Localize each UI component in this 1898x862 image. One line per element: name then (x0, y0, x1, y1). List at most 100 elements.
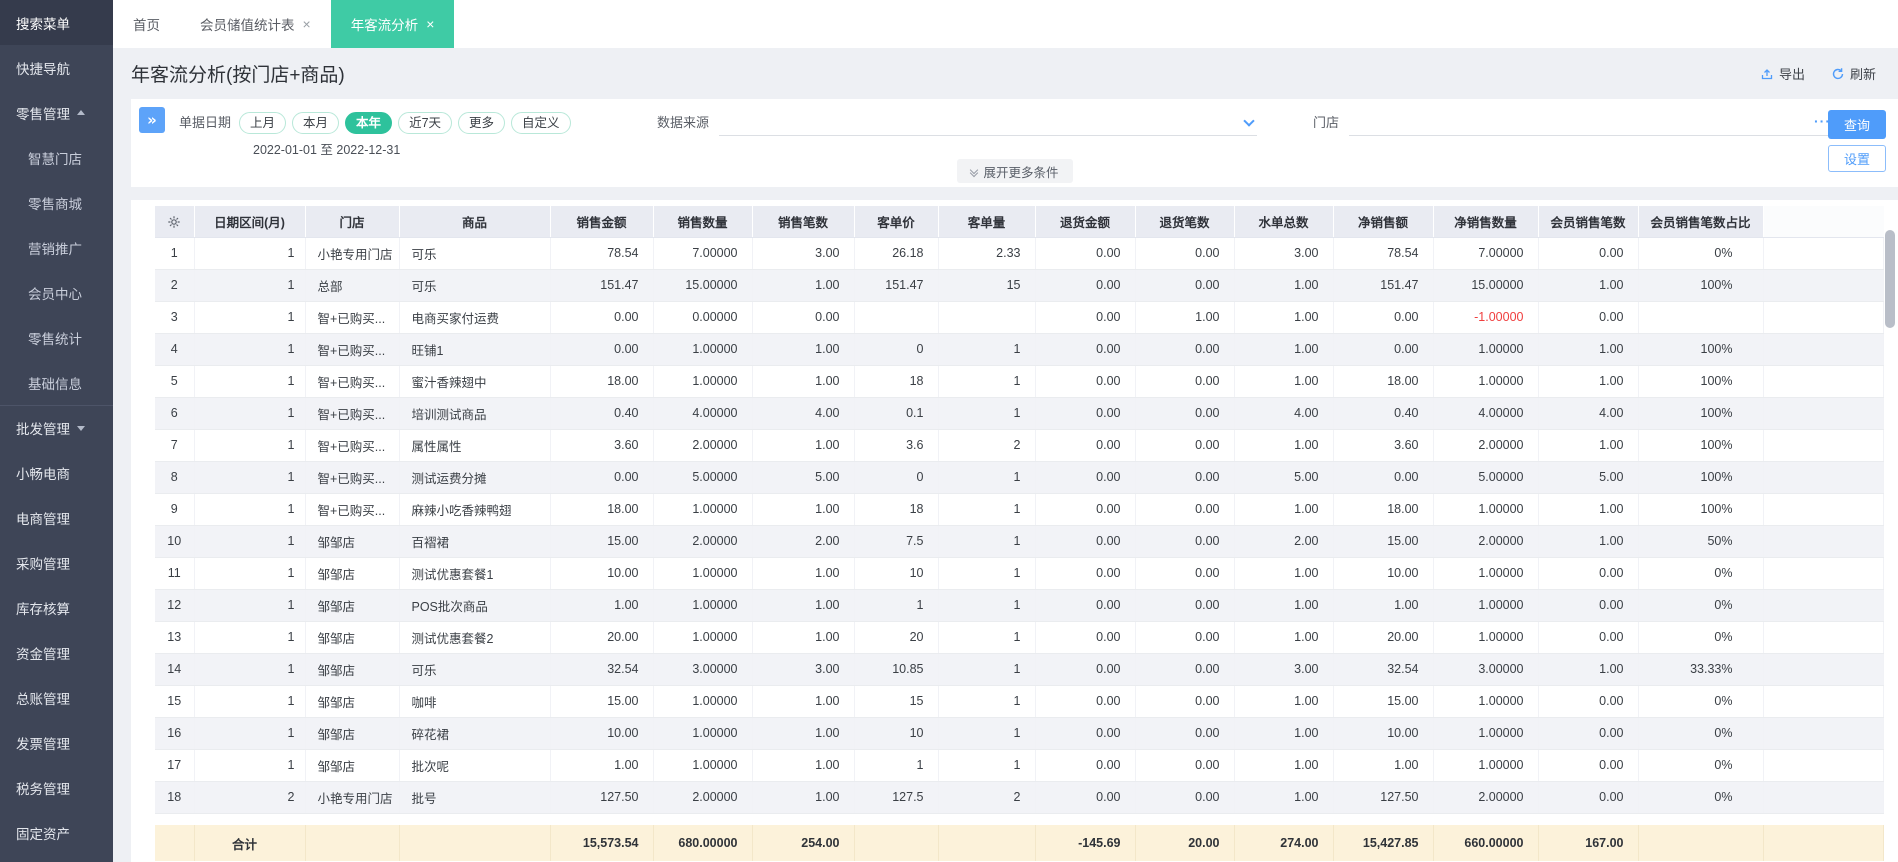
table-cell: 1 (194, 269, 306, 302)
sidebar-item[interactable]: 零售统计 (0, 315, 113, 360)
table-row[interactable]: 1 1 小艳专用门店 可乐 78.54 7.00000 3.00 26.18 2.33 0.00 0… (155, 237, 1884, 270)
date-pill[interactable]: 更多 (458, 112, 506, 134)
column-header[interactable]: 日期区间(月) (194, 206, 306, 238)
table-cell: 智+已购买... (305, 429, 400, 462)
table-cell: 1.00 (1234, 333, 1334, 366)
table-cell: 0.00 (1135, 717, 1235, 750)
export-button[interactable]: 导出 (1760, 64, 1805, 83)
sidebar-item[interactable]: 固定资产 (0, 810, 113, 855)
sidebar-item[interactable]: 采购管理 (0, 540, 113, 585)
column-header[interactable]: 商品 (399, 206, 551, 238)
table-cell: 0% (1638, 749, 1764, 782)
table-row[interactable]: 9 1 智+已购买... 麻辣小吃香辣鸭翅 18.00 1.00000 1.00 18 1 0.0… (155, 493, 1884, 526)
table-row[interactable]: 6 1 智+已购买... 培训测试商品 0.40 4.00000 4.00 0.1 1 0.00 0… (155, 397, 1884, 430)
column-header[interactable]: 客单量 (938, 206, 1036, 238)
date-pill[interactable]: 自定义 (511, 112, 571, 134)
table-row[interactable]: 13 1 邹邹店 测试优惠套餐2 20.00 1.00000 1.00 20 1 0.00 0.00… (155, 621, 1884, 654)
table-row[interactable]: 4 1 智+已购买... 旺铺1 0.00 1.00000 1.00 0 1 0.00 0.00 1.… (155, 333, 1884, 366)
tab[interactable]: 年客流分析 × (330, 0, 455, 48)
sidebar-item[interactable]: 零售商城 (0, 180, 113, 225)
table-row[interactable]: 10 1 邹邹店 百褶裙 15.00 2.00000 2.00 7.5 1 0.00 0.00 2.0… (155, 525, 1884, 558)
table-cell: 1 (938, 461, 1036, 494)
column-header[interactable]: 水单总数 (1234, 206, 1334, 238)
table-row[interactable]: 7 1 智+已购买... 属性属性 3.60 2.00000 1.00 3.6 2 0.00 0.0… (155, 429, 1884, 462)
table-cell: 1 (938, 557, 1036, 590)
table-row[interactable]: 11 1 邹邹店 测试优惠套餐1 10.00 1.00000 1.00 10 1 0.00 0.00… (155, 557, 1884, 590)
date-pill[interactable]: 本年 (345, 112, 393, 134)
sidebar-item[interactable]: 发票管理 (0, 720, 113, 765)
column-header[interactable]: 净销售额 (1333, 206, 1434, 238)
column-header[interactable]: 退货笔数 (1135, 206, 1235, 238)
sidebar-item[interactable]: 会员中心 (0, 270, 113, 315)
table-row[interactable]: 17 1 邹邹店 批次呢 1.00 1.00000 1.00 1 1 0.00 0.00 1.00 1.… (155, 749, 1884, 782)
column-header[interactable]: 客单价 (854, 206, 939, 238)
vertical-scrollbar-thumb[interactable] (1885, 230, 1895, 328)
tab[interactable]: 首页 (113, 0, 180, 48)
sidebar-item[interactable]: 税务管理 (0, 765, 113, 810)
table-row[interactable]: 14 1 邹邹店 可乐 32.54 3.00000 3.00 10.85 1 0.00 0.00 3.… (155, 653, 1884, 686)
column-settings-header[interactable] (155, 206, 195, 238)
table-row[interactable]: 8 1 智+已购买... 测试运费分摊 0.00 5.00000 5.00 0 1 0.00 0.0… (155, 461, 1884, 494)
table-cell: 0 (854, 333, 939, 366)
close-icon[interactable]: × (302, 16, 311, 32)
collapse-panel-button[interactable]: » (139, 107, 165, 133)
table-cell: 0.00 (1135, 525, 1235, 558)
sidebar-item-label: 固定资产 (16, 826, 70, 842)
table-row[interactable]: 15 1 邹邹店 咖啡 15.00 1.00000 1.00 15 1 0.00 0.00 1.00 1… (155, 685, 1884, 718)
table-cell: 3.00000 (653, 653, 753, 686)
column-header[interactable]: 销售数量 (653, 206, 753, 238)
sidebar-item[interactable]: 批发管理 (0, 405, 113, 450)
date-pill[interactable]: 近7天 (398, 112, 453, 134)
expand-more-button[interactable]: 展开更多条件 (956, 159, 1073, 183)
table-row[interactable]: 16 1 邹邹店 碎花裙 10.00 1.00000 1.00 10 1 0.00 0.00 1.00… (155, 717, 1884, 750)
settings-button[interactable]: 设置 (1828, 145, 1886, 172)
sidebar-item[interactable]: 小畅电商 (0, 450, 113, 495)
tab[interactable]: 会员储值统计表 × (180, 0, 331, 48)
column-header[interactable]: 销售笔数 (752, 206, 855, 238)
sidebar-item[interactable]: 搜索菜单 (0, 0, 113, 45)
sidebar-item[interactable]: 工资 (0, 855, 113, 862)
column-header[interactable]: 会员销售笔数 (1538, 206, 1639, 238)
sidebar-item[interactable]: 电商管理 (0, 495, 113, 540)
data-source-filter: 数据来源 (657, 112, 1257, 136)
sidebar-item[interactable]: 库存核算 (0, 585, 113, 630)
column-header[interactable]: 退货金额 (1035, 206, 1136, 238)
date-pill[interactable]: 本月 (292, 112, 340, 134)
table-cell: 151.47 (854, 269, 939, 302)
filler-cell (1763, 749, 1884, 782)
table-row[interactable]: 3 1 智+已购买... 电商买家付运费 0.00 0.00000 0.00 0.00 1.00… (155, 301, 1884, 334)
table-cell: 18.00 (1333, 493, 1434, 526)
tab-label: 年客流分析 (350, 18, 419, 33)
date-pill[interactable]: 上月 (239, 112, 287, 134)
sidebar-item[interactable]: 快捷导航 (0, 45, 113, 90)
data-source-input[interactable] (719, 112, 1257, 136)
table-row[interactable]: 18 2 小艳专用门店 批号 127.50 2.00000 1.00 127.5 2 0.00 0.… (155, 781, 1884, 814)
sidebar-item[interactable]: 总账管理 (0, 675, 113, 720)
sidebar-item[interactable]: 智慧门店 (0, 135, 113, 180)
table-row[interactable]: 12 1 邹邹店 POS批次商品 1.00 1.00000 1.00 1 1 0.00 0.00 1.… (155, 589, 1884, 622)
sidebar-item[interactable]: 营销推广 (0, 225, 113, 270)
ellipsis-picker-icon[interactable]: ··· (1814, 113, 1831, 129)
table-row[interactable]: 2 1 总部 可乐 151.47 15.00000 1.00 151.47 15 0.00 0.00… (155, 269, 1884, 302)
chevron-down-icon[interactable] (1243, 115, 1255, 127)
table-cell: 9 (155, 493, 195, 526)
date-filter: 单据日期 上月 本月 本年 近7天 更多 自定义 2022-01-01 至 2022-12… (179, 112, 657, 158)
filler-cell (1763, 269, 1884, 302)
sidebar-item[interactable]: 零售管理 (0, 90, 113, 135)
sidebar-item[interactable]: 基础信息 (0, 360, 113, 405)
refresh-button[interactable]: 刷新 (1831, 64, 1876, 83)
column-header[interactable]: 会员销售笔数占比 (1638, 206, 1764, 238)
table-cell: 1 (194, 717, 306, 750)
column-header[interactable]: 门店 (305, 206, 400, 238)
close-icon[interactable]: × (426, 16, 435, 32)
data-source-label: 数据来源 (657, 115, 710, 130)
table-row[interactable]: 5 1 智+已购买... 蜜汁香辣翅中 18.00 1.00000 1.00 18 1 0.00 0… (155, 365, 1884, 398)
store-input[interactable]: ··· (1349, 112, 1833, 136)
sidebar-item[interactable]: 资金管理 (0, 630, 113, 675)
query-button[interactable]: 查询 (1828, 110, 1886, 139)
column-header[interactable]: 销售金额 (550, 206, 654, 238)
sidebar-item-label: 小畅电商 (16, 466, 70, 482)
table-cell: 0.00 (1035, 237, 1136, 270)
column-header[interactable]: 净销售数量 (1433, 206, 1539, 238)
summary-cell (854, 825, 939, 861)
